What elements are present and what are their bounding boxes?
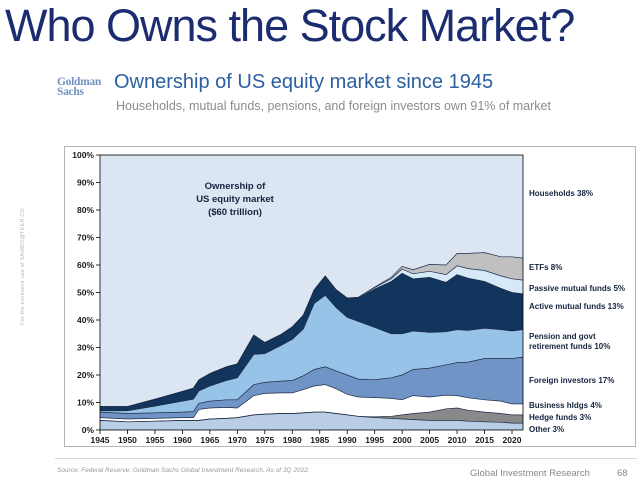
x-tick-label: 2015 (475, 435, 494, 445)
x-tick-label: 1995 (365, 435, 384, 445)
annotation-line: US equity market (196, 193, 274, 205)
legend-label-other: Other 3% (529, 425, 565, 434)
x-tick-label: 1945 (91, 435, 110, 445)
layer-boundary-line (99, 384, 523, 420)
footer-source: Source: Federal Reserve, Goldman Sachs G… (57, 467, 310, 474)
slide-title: Who Owns the Stock Market? (5, 0, 575, 51)
y-tick-label: 80% (77, 205, 94, 215)
x-tick-label: 1980 (283, 435, 302, 445)
x-tick-label: 1950 (118, 435, 137, 445)
x-tick-label: 1955 (145, 435, 164, 445)
annotation-line: ($60 trillion) (208, 206, 262, 218)
x-tick-label: 1985 (310, 435, 329, 445)
layer-boundary-line (100, 294, 524, 412)
chart-card: 0% 10% 20% 30% 40% 50% 60% 70% 80% 90% 100% 1945 195… (64, 146, 636, 447)
legend-label-active-mutual-funds: Active mutual funds 13% (529, 302, 624, 311)
y-tick-label: 10% (77, 398, 94, 408)
legend-label-foreign-investors: Foreign investors 17% (529, 376, 615, 385)
y-tick-label: 90% (77, 178, 94, 188)
footer-page-number: 68 (617, 468, 628, 479)
area-foreign-investors (100, 357, 523, 419)
legend-label-households: Households 38% (529, 189, 594, 198)
y-tick-label: 40% (77, 315, 94, 325)
x-tick-label: 1975 (255, 435, 274, 445)
y-tick-label: 70% (77, 233, 94, 243)
layer-boundary-line (99, 356, 524, 414)
x-tick-label: 1990 (338, 435, 357, 445)
area-etfs (100, 252, 523, 407)
layer-boundary-line (100, 252, 524, 407)
area-hedge-funds (100, 408, 523, 424)
x-tick-label: 1970 (228, 435, 247, 445)
y-tick-label: 20% (77, 370, 94, 380)
x-tick-label: 2005 (420, 435, 439, 445)
chart-legend: Households 38% ETFs 8% Passive mutual fund… (65, 147, 635, 446)
chart-header-title: Ownership of US equity market since 1945 (114, 71, 494, 93)
x-tick-label: 2000 (393, 435, 412, 445)
area-active-mutual-funds (100, 273, 523, 411)
area-business-hldgs (100, 384, 523, 422)
chart-header-subtitle: Households, mutual funds, pensions, and … (116, 99, 551, 113)
chart-annotation: Ownership of US equity market ($60 trillio… (165, 181, 305, 219)
x-tick-label: 1960 (173, 435, 192, 445)
area-passive-mutual-funds (100, 265, 523, 407)
legend-label-business-hldgs: Business hldgs 4% (529, 401, 602, 410)
y-tick-label: 100% (72, 150, 94, 160)
ownership-area-chart: 0% 10% 20% 30% 40% 50% 60% 70% 80% 90% 100% 1945 195… (72, 150, 524, 445)
x-tick-label: 1965 (200, 435, 219, 445)
logo-line-sachs: Sachs (57, 86, 84, 98)
y-tick-label: 60% (77, 260, 94, 270)
legend-label-passive-mutual-funds: Passive mutual funds 5% (529, 284, 626, 293)
legend-label-pension-govt-retirement: Pension and govt retirement funds 10% (529, 332, 611, 351)
logo-line-goldman: Goldman (57, 76, 101, 88)
x-tick-label: 2010 (448, 435, 467, 445)
footer-divider (55, 458, 637, 459)
x-tick-label: 2020 (503, 435, 522, 445)
watermark-text: For the exclusive use of SAMBO@TKER.CO (20, 208, 26, 326)
y-tick-label: 0% (82, 425, 95, 435)
area-other (100, 412, 523, 430)
y-tick-label: 30% (77, 343, 94, 353)
y-tick-label: 50% (77, 288, 94, 298)
annotation-line: Ownership of (204, 181, 266, 192)
legend-label-hedge-funds: Hedge funds 3% (529, 413, 592, 422)
layer-boundary-line (99, 407, 523, 423)
legend-label-etfs: ETFs 8% (529, 263, 563, 272)
footer-department: Global Investment Research (470, 468, 590, 479)
goldman-sachs-logo: Goldman Sachs (57, 76, 101, 98)
area-pension-govt-retirement (100, 295, 523, 414)
